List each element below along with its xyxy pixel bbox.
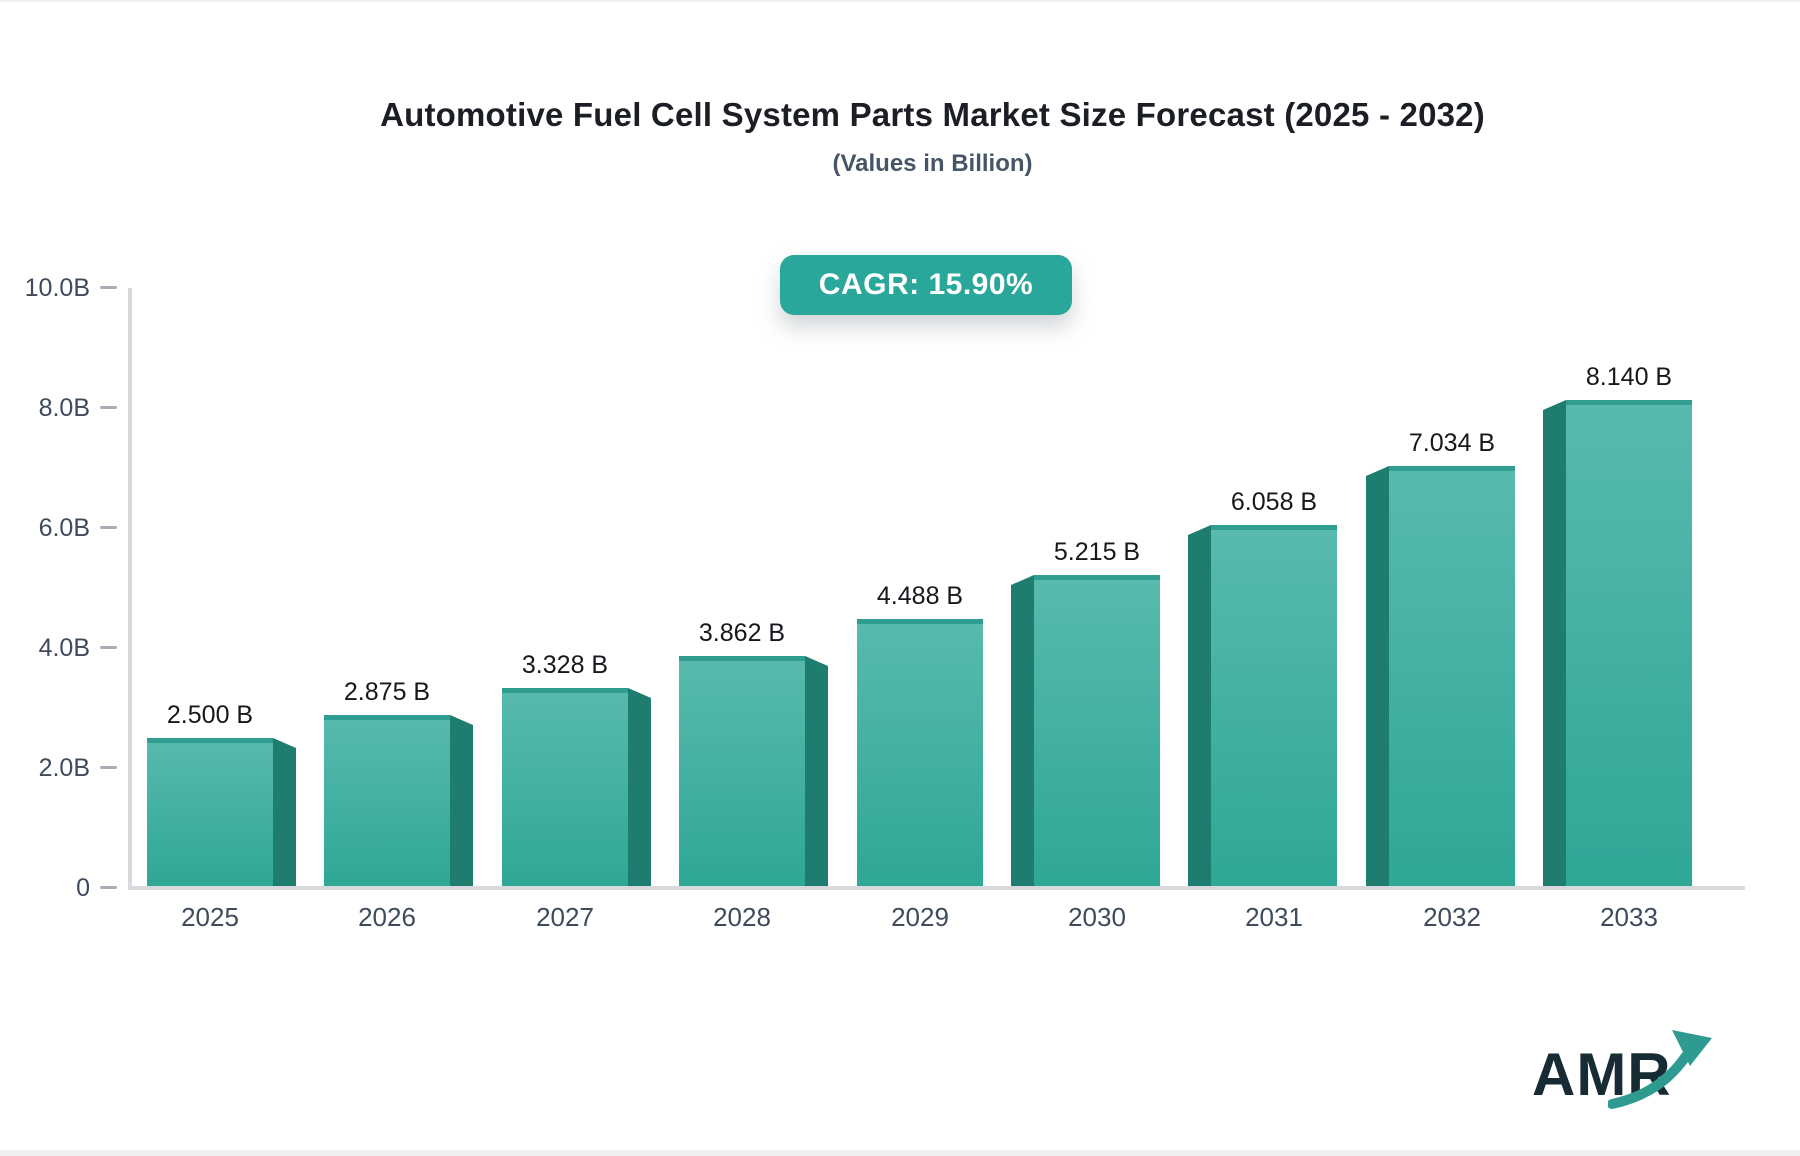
- amr-logo: AMR: [1532, 1030, 1772, 1130]
- bar-side-face: [1543, 400, 1566, 890]
- bar-side-face: [1188, 525, 1211, 890]
- bar: [502, 688, 628, 890]
- x-axis-tick-label: 2025: [181, 902, 239, 932]
- y-axis-tick-label: 4.0B: [38, 634, 90, 662]
- y-axis-line: [128, 288, 132, 888]
- y-axis-tick-mark: [100, 406, 117, 409]
- bar: [1034, 575, 1160, 890]
- bar: [147, 738, 273, 890]
- y-axis-tick-mark: [100, 286, 117, 289]
- bar-value-label: 5.215 B: [1053, 538, 1141, 566]
- bar-side-face: [450, 715, 473, 890]
- bar-side-face: [805, 656, 828, 890]
- y-axis-tick-label: 6.0B: [38, 514, 90, 542]
- y-axis-tick-label: 8.0B: [38, 394, 90, 422]
- x-axis-tick-label: 2033: [1600, 902, 1658, 932]
- bar-value-label: 3.862 B: [698, 619, 786, 647]
- bar: [1389, 466, 1515, 890]
- y-axis-tick-mark: [100, 886, 117, 889]
- bar-value-label: 2.875 B: [343, 678, 431, 706]
- bar-side-face: [1366, 466, 1389, 890]
- bar: [324, 715, 450, 890]
- y-axis-tick-mark: [100, 526, 117, 529]
- bar-side-face: [273, 738, 296, 890]
- x-axis-tick-label: 2032: [1423, 902, 1481, 932]
- bar-value-label: 3.328 B: [521, 651, 609, 679]
- y-axis-tick-label: 0: [76, 874, 90, 902]
- bar: [857, 619, 983, 890]
- y-axis-tick-mark: [100, 766, 117, 769]
- cagr-badge: CAGR: 15.90%: [780, 255, 1072, 315]
- y-axis-tick-mark: [100, 646, 117, 649]
- x-axis-tick-label: 2028: [713, 902, 771, 932]
- x-axis-line: [128, 886, 1745, 890]
- x-axis-tick-label: 2026: [358, 902, 416, 932]
- bar: [679, 656, 805, 890]
- bar-value-label: 8.140 B: [1585, 363, 1673, 391]
- x-axis-tick-label: 2027: [536, 902, 594, 932]
- growth-arrow-icon: [1608, 1030, 1712, 1109]
- chart-subtitle: (Values in Billion): [832, 150, 1033, 177]
- bar-value-label: 2.500 B: [166, 701, 254, 729]
- bar-value-label: 7.034 B: [1408, 429, 1496, 457]
- bar-side-face: [1011, 575, 1034, 890]
- bar: [1566, 400, 1692, 890]
- x-axis-tick-label: 2030: [1068, 902, 1126, 932]
- bar-value-label: 4.488 B: [876, 582, 964, 610]
- y-axis-tick-label: 10.0B: [24, 274, 90, 302]
- y-axis-tick-label: 2.0B: [38, 754, 90, 782]
- bar-value-label: 6.058 B: [1230, 488, 1318, 516]
- x-axis-tick-label: 2031: [1245, 902, 1303, 932]
- bar: [1211, 525, 1337, 890]
- bar-side-face: [628, 688, 651, 890]
- chart-title: Automotive Fuel Cell System Parts Market…: [380, 96, 1485, 133]
- x-axis-tick-label: 2029: [891, 902, 949, 932]
